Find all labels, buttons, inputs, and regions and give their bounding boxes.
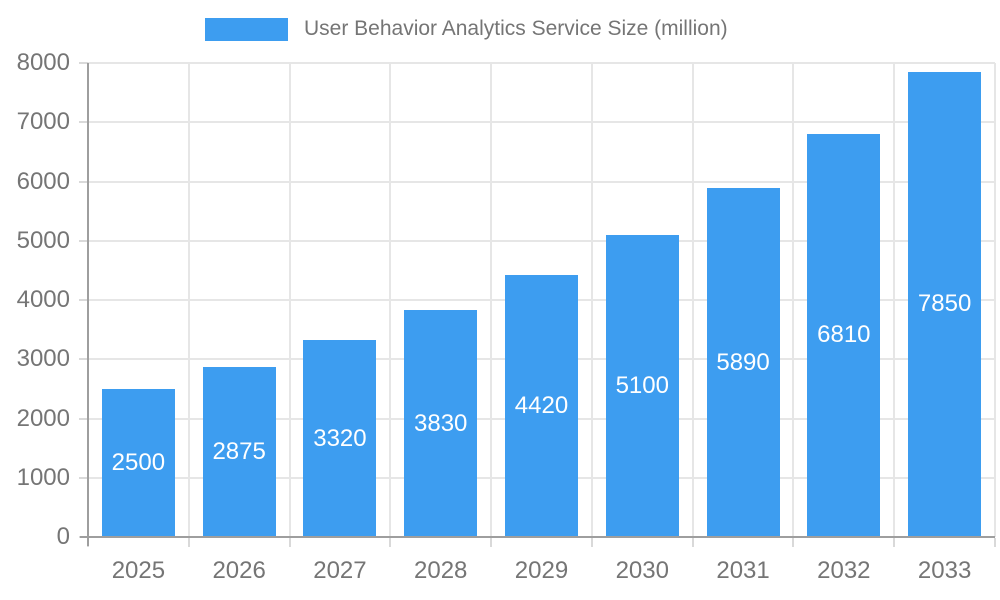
bar-value-label: 7850	[917, 290, 972, 318]
v-gridline	[389, 63, 392, 537]
y-axis-tick	[79, 358, 88, 361]
v-gridline	[994, 63, 996, 537]
y-tick-label: 3000	[16, 345, 70, 373]
x-axis-tick	[792, 538, 795, 547]
x-tick-label: 2032	[817, 557, 871, 584]
x-tick-label: 2029	[514, 557, 569, 584]
bar[interactable]: 2875	[202, 366, 276, 537]
y-axis-tick	[79, 62, 88, 64]
x-axis-line	[80, 536, 995, 538]
x-tick-label: 2028	[414, 557, 468, 584]
bar-value-label: 3320	[313, 424, 367, 452]
bar[interactable]: 4420	[505, 275, 578, 537]
y-tick-label: 0	[56, 523, 70, 550]
bar[interactable]: 2500	[101, 388, 175, 537]
plot-area: 2500 2875 3320 3830 4420 5100 5890 6810 7850	[88, 62, 996, 537]
x-axis-tick	[490, 538, 493, 547]
bar-value-label: 2500	[111, 448, 166, 476]
x-tick-label: 2027	[313, 557, 367, 584]
y-tick-label: 1000	[16, 463, 70, 491]
bar-value-label: 2875	[212, 437, 266, 465]
bar[interactable]: 3320	[303, 340, 377, 537]
v-gridline	[187, 63, 190, 537]
v-gridline	[590, 63, 593, 537]
y-tick-label: 5000	[16, 226, 70, 254]
h-gridline	[88, 62, 995, 64]
bar[interactable]: 7850	[908, 71, 982, 537]
x-axis-tick	[389, 538, 392, 547]
x-tick-label: 2026	[212, 557, 266, 584]
x-axis-tick	[893, 538, 896, 547]
bar[interactable]: 3830	[404, 310, 478, 537]
x-tick-label: 2031	[716, 557, 770, 584]
h-gridline	[88, 121, 995, 124]
y-axis-tick	[79, 476, 88, 479]
x-tick-label: 2033	[917, 557, 972, 584]
v-gridline	[288, 63, 291, 537]
legend-label: User Behavior Analytics Service Size (mi…	[304, 17, 728, 40]
v-gridline	[490, 63, 493, 537]
y-tick-label: 7000	[16, 108, 70, 136]
bar[interactable]: 5890	[706, 188, 780, 537]
bar[interactable]: 5100	[605, 234, 679, 537]
bar-value-label: 5100	[615, 371, 669, 399]
x-axis-tick	[590, 538, 593, 547]
y-tick-label: 6000	[16, 167, 70, 195]
y-tick-label: 8000	[16, 49, 70, 76]
bar-value-label: 5890	[716, 348, 770, 376]
h-gridline	[88, 239, 995, 242]
h-gridline	[88, 180, 995, 183]
y-axis-tick	[79, 299, 88, 301]
bar-value-label: 4420	[514, 392, 569, 420]
x-axis-tick	[691, 538, 694, 547]
v-gridline	[792, 63, 795, 537]
y-axis-line	[87, 63, 89, 546]
y-axis-tick	[79, 417, 88, 420]
y-axis-tick	[79, 180, 88, 183]
v-gridline	[691, 63, 694, 537]
y-tick-label: 2000	[16, 404, 70, 432]
y-tick-label: 4000	[16, 286, 70, 313]
x-axis-tick	[994, 538, 996, 547]
y-axis-tick	[79, 121, 88, 124]
legend-swatch[interactable]	[205, 17, 288, 41]
bar[interactable]: 6810	[807, 133, 881, 537]
y-axis-tick	[79, 239, 88, 242]
x-tick-label: 2030	[615, 557, 669, 584]
x-axis-tick	[288, 538, 291, 547]
bar-value-label: 6810	[817, 321, 871, 349]
x-tick-label: 2025	[111, 557, 166, 584]
bar-value-label: 3830	[414, 409, 468, 437]
legend[interactable]: User Behavior Analytics Service Size (mi…	[205, 17, 728, 41]
v-gridline	[893, 63, 896, 537]
x-axis-tick	[187, 538, 190, 547]
